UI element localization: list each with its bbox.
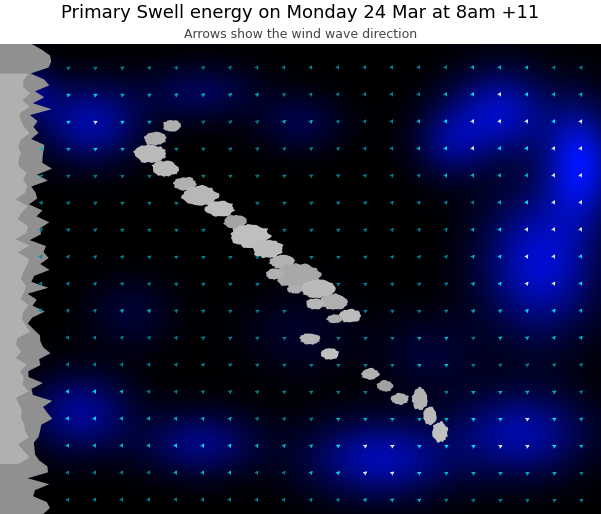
Polygon shape (173, 177, 197, 191)
Polygon shape (432, 421, 448, 443)
Polygon shape (230, 224, 272, 248)
Polygon shape (326, 314, 343, 323)
Polygon shape (412, 387, 428, 410)
Polygon shape (0, 74, 30, 464)
Polygon shape (181, 185, 219, 206)
Polygon shape (376, 380, 394, 392)
Polygon shape (269, 255, 295, 269)
Polygon shape (391, 393, 409, 405)
Polygon shape (321, 348, 339, 360)
Polygon shape (266, 268, 284, 280)
Polygon shape (0, 44, 52, 514)
Polygon shape (361, 368, 380, 380)
Polygon shape (300, 280, 336, 298)
Polygon shape (251, 240, 284, 258)
Polygon shape (144, 132, 166, 145)
Polygon shape (204, 201, 235, 217)
Polygon shape (338, 309, 361, 322)
Text: Primary Swell energy on Monday 24 Mar at 8am +11: Primary Swell energy on Monday 24 Mar at… (61, 4, 540, 22)
Polygon shape (133, 144, 166, 163)
Polygon shape (287, 284, 304, 293)
Polygon shape (163, 120, 182, 132)
Polygon shape (320, 293, 348, 310)
Polygon shape (423, 407, 437, 426)
Polygon shape (151, 160, 179, 177)
Text: Arrows show the wind wave direction: Arrows show the wind wave direction (184, 28, 417, 41)
Polygon shape (299, 334, 320, 345)
Polygon shape (274, 263, 322, 288)
Polygon shape (307, 298, 325, 309)
Polygon shape (223, 215, 246, 229)
